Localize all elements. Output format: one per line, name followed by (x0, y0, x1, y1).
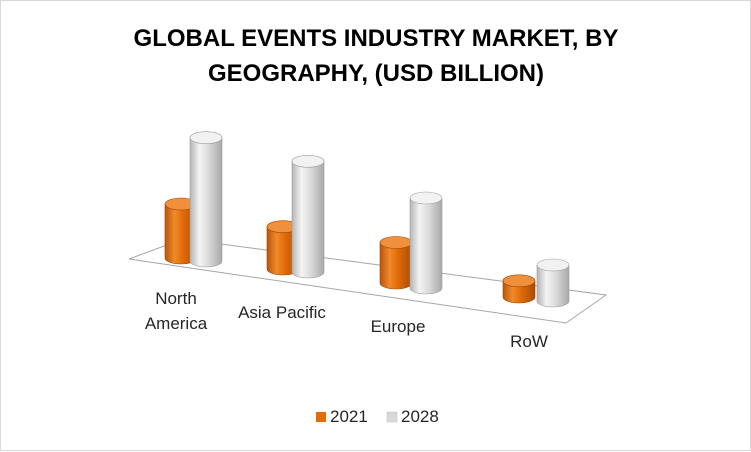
bar-body (189, 137, 223, 268)
bar-top (189, 131, 223, 144)
bar-top (409, 191, 443, 205)
bars-layer (164, 131, 570, 308)
chart-title-line-1: GLOBAL EVENTS INDUSTRY MARKET, BY (134, 25, 619, 52)
bar-top (502, 274, 536, 288)
category-label: Europe (371, 317, 426, 336)
legend: 2021 2028 (316, 407, 439, 426)
bar-top (536, 258, 570, 272)
legend-label-2021: 2021 (330, 407, 368, 426)
bar-body (291, 161, 325, 279)
category-labels: North America Asia Pacific Europe RoW (145, 289, 548, 351)
category-label: Asia Pacific (238, 303, 326, 322)
bar-body (379, 242, 413, 290)
bar-body (502, 280, 536, 304)
bar-2021-3 (502, 274, 536, 304)
chart-title-line-2: GEOGRAPHY, (USD BILLION) (208, 60, 544, 87)
category-label: North (155, 289, 197, 308)
bar-body (409, 197, 443, 295)
category-label: America (145, 314, 208, 333)
bar-2028-0 (189, 131, 223, 268)
bar-top (379, 236, 413, 249)
bar-2028-1 (291, 155, 325, 279)
bar-body (536, 264, 570, 308)
legend-swatch-2021 (316, 412, 326, 422)
category-label: RoW (510, 332, 548, 351)
legend-swatch-2028 (386, 411, 398, 423)
bar-top (291, 155, 325, 168)
bar-2028-2 (409, 191, 443, 295)
bar-2021-1 (266, 220, 300, 276)
bar-2021-2 (379, 236, 413, 290)
bar-2028-3 (536, 258, 570, 308)
legend-label-2028: 2028 (401, 407, 439, 426)
